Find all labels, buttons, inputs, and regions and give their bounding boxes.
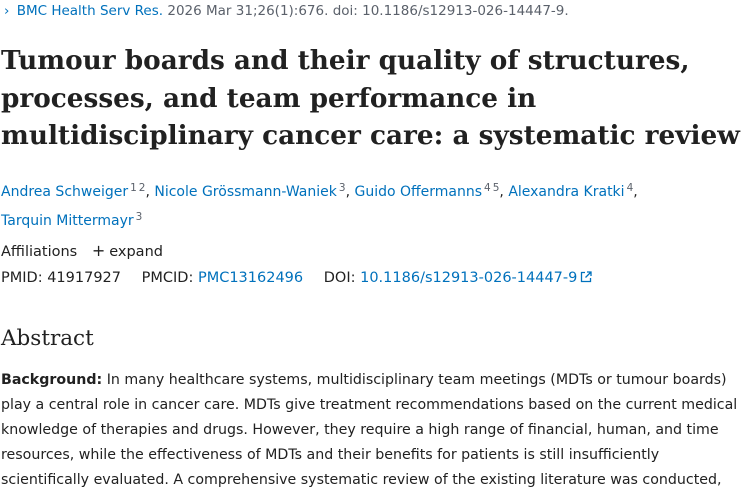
external-link-icon[interactable] (580, 271, 593, 287)
author-link[interactable]: Andrea Schweiger (1, 184, 129, 200)
affiliation-ref-link[interactable]: 3 (338, 182, 346, 194)
affiliation-ref-link[interactable]: 5 (492, 182, 500, 194)
author-list: Andrea Schweiger 1 2, Nicole Grössmann-Wan… (1, 176, 746, 234)
author-item: Tarquin Mittermayr 3 (1, 211, 143, 229)
citation-line: › BMC Health Serv Res. 2026 Mar 31;26(1)… (4, 3, 569, 19)
doi-link[interactable]: 10.1186/s12913-026-14447-9 (360, 270, 593, 287)
affiliations-row: Affiliations + expand (1, 241, 163, 260)
author-link[interactable]: Tarquin Mittermayr (1, 213, 134, 229)
affiliation-ref-link[interactable]: 4 (484, 182, 491, 194)
author-separator: , (499, 184, 504, 200)
pmcid-link[interactable]: PMC13162496 (197, 270, 304, 286)
affiliations-label: Affiliations (1, 244, 78, 260)
identifiers-row: PMID: 41917927 PMCID: PMC13162496 DOI: 1… (1, 270, 593, 287)
author-item: Alexandra Kratki 4, (508, 182, 638, 200)
article-title: Tumour boards and their quality of struc… (1, 45, 740, 151)
author-separator: , (345, 184, 351, 200)
author-separator: , (633, 184, 638, 200)
journal-link[interactable]: BMC Health Serv Res. (16, 3, 164, 19)
expand-label[interactable]: expand (109, 244, 163, 260)
author-link[interactable]: Nicole Grössmann-Waniek (154, 184, 337, 200)
plus-icon[interactable]: + (91, 241, 106, 260)
abstract-heading: Abstract (1, 326, 94, 351)
affiliation-ref-link[interactable]: 3 (135, 211, 143, 223)
pmcid-label: PMCID: (141, 270, 194, 286)
pmid-value: 41917927 (47, 270, 122, 286)
affiliation-refs: 3 (339, 182, 346, 194)
abstract-background: Background: In many healthcare systems, … (1, 368, 739, 493)
pmid-label: PMID: (1, 270, 43, 286)
author-item: Guido Offermanns 4 5, (354, 182, 504, 200)
author-item: Andrea Schweiger 1 2, (1, 182, 150, 200)
background-text: In many healthcare systems, multidiscipl… (1, 372, 738, 488)
affiliation-ref-link[interactable]: 1 (130, 182, 137, 194)
affiliations-expand-button[interactable]: + expand (82, 241, 163, 260)
author-link[interactable]: Guido Offermanns (354, 184, 483, 200)
affiliation-refs: 4 (627, 182, 634, 194)
author-item: Nicole Grössmann-Waniek 3, (154, 182, 351, 200)
doi-value[interactable]: 10.1186/s12913-026-14447-9 (360, 270, 578, 286)
author-link[interactable]: Alexandra Kratki (508, 184, 625, 200)
author-separator: , (145, 184, 150, 200)
affiliation-ref-link[interactable]: 2 (138, 182, 146, 194)
background-label: Background: (1, 372, 103, 388)
chevron-right-icon[interactable]: › (4, 3, 10, 19)
affiliation-refs: 3 (136, 211, 143, 223)
affiliation-ref-link[interactable]: 4 (626, 182, 634, 194)
citation-details: 2026 Mar 31;26(1):676. doi: 10.1186/s129… (167, 3, 569, 19)
doi-label: DOI: (323, 270, 356, 286)
